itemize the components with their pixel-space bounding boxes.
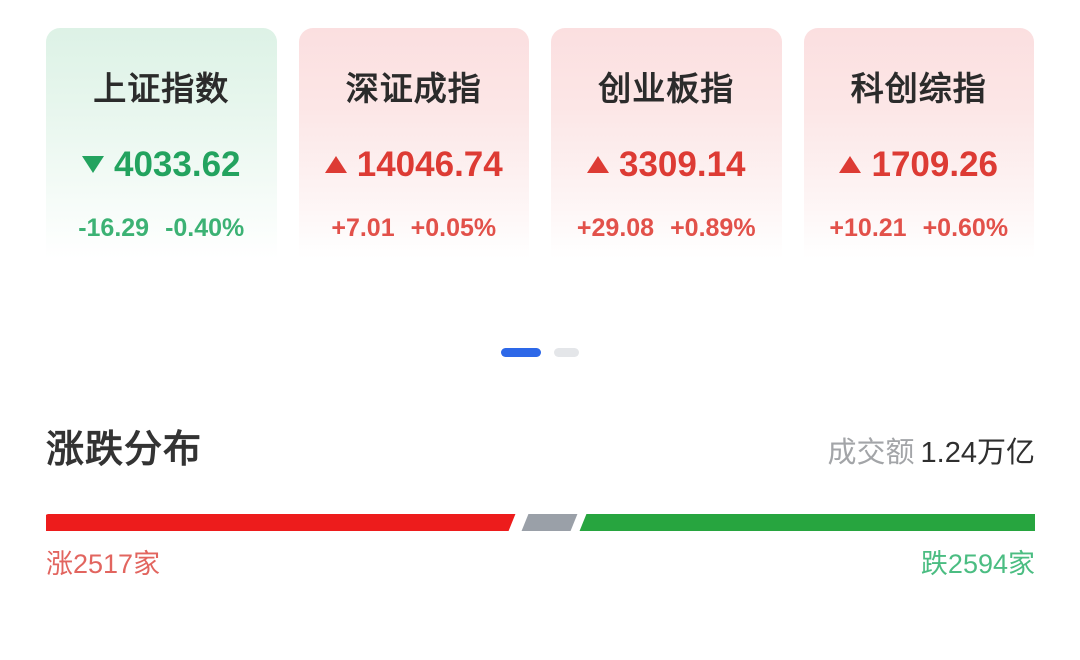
index-card-title: 上证指数 <box>93 70 230 107</box>
index-card-value: 4033.62 <box>113 145 241 184</box>
index-card-change-pct: +0.05% <box>410 214 497 242</box>
rise-bar-segment <box>46 513 516 531</box>
triangle-down-icon <box>81 156 104 173</box>
turnover-value: 1.24万亿 <box>920 437 1035 469</box>
index-card-change: +29.08 <box>576 214 655 242</box>
index-card-change-pct: +0.89% <box>670 214 756 242</box>
pagination-dot-2[interactable] <box>554 348 579 357</box>
distribution-title: 涨跌分布 <box>46 429 203 471</box>
distribution-header: 涨跌分布 成交额 1.24万亿 <box>46 429 1035 472</box>
index-card-delta-row: +7.01 +0.05% <box>331 216 496 241</box>
index-card-change: +7.01 <box>331 214 395 242</box>
index-card-value-row: 4033.62 <box>81 145 241 184</box>
turnover-readout: 成交额 1.24万亿 <box>827 437 1035 470</box>
index-card-value-row: 14046.74 <box>324 145 503 184</box>
rise-fall-bar <box>46 513 1035 531</box>
rise-fall-distribution-section: 涨跌分布 成交额 1.24万亿 涨2517家 跌2594家 <box>46 429 1035 579</box>
index-card-chuangyeban[interactable]: 创业板指 3309.14 +29.08 +0.89% <box>551 28 782 290</box>
triangle-up-icon <box>324 156 347 173</box>
index-card-shenzheng[interactable]: 深证成指 14046.74 +7.01 +0.05% <box>298 28 529 290</box>
pagination-dot-1[interactable] <box>501 348 541 357</box>
index-card-change: +10.21 <box>829 214 907 242</box>
index-card-title: 深证成指 <box>345 70 482 107</box>
index-card-value-row: 3309.14 <box>586 145 746 184</box>
index-card-delta-row: +29.08 +0.89% <box>577 216 756 241</box>
index-card-change-pct: -0.40% <box>165 214 245 242</box>
index-card-delta-row: -16.29 -0.40% <box>78 216 244 241</box>
index-card-kechuangzong[interactable]: 科创综指 1709.26 +10.21 +0.60% <box>803 28 1034 290</box>
triangle-up-icon <box>586 156 609 173</box>
index-card-title: 创业板指 <box>598 70 735 107</box>
turnover-label: 成交额 <box>827 437 915 469</box>
index-card-change: -16.29 <box>78 214 150 242</box>
index-card-value: 3309.14 <box>618 145 746 184</box>
distribution-footer: 涨2517家 跌2594家 <box>46 548 1035 579</box>
index-card-title: 科创综指 <box>850 70 987 107</box>
rise-count-label: 涨2517家 <box>46 548 161 579</box>
fall-bar-segment <box>579 513 1035 531</box>
carousel-pagination[interactable] <box>0 348 1080 357</box>
index-card-value: 1709.26 <box>871 145 999 184</box>
triangle-up-icon <box>839 156 862 173</box>
fall-count-label: 跌2594家 <box>920 548 1035 579</box>
index-card-value: 14046.74 <box>356 145 503 184</box>
index-card-shangzheng[interactable]: 上证指数 4033.62 -16.29 -0.40% <box>46 28 277 290</box>
index-cards-carousel[interactable]: 上证指数 4033.62 -16.29 -0.40% 深证成指 14046.74… <box>46 28 1034 290</box>
index-card-delta-row: +10.21 +0.60% <box>829 216 1008 241</box>
index-card-change-pct: +0.60% <box>922 214 1009 242</box>
index-card-value-row: 1709.26 <box>839 147 998 182</box>
flat-bar-segment <box>521 513 578 531</box>
